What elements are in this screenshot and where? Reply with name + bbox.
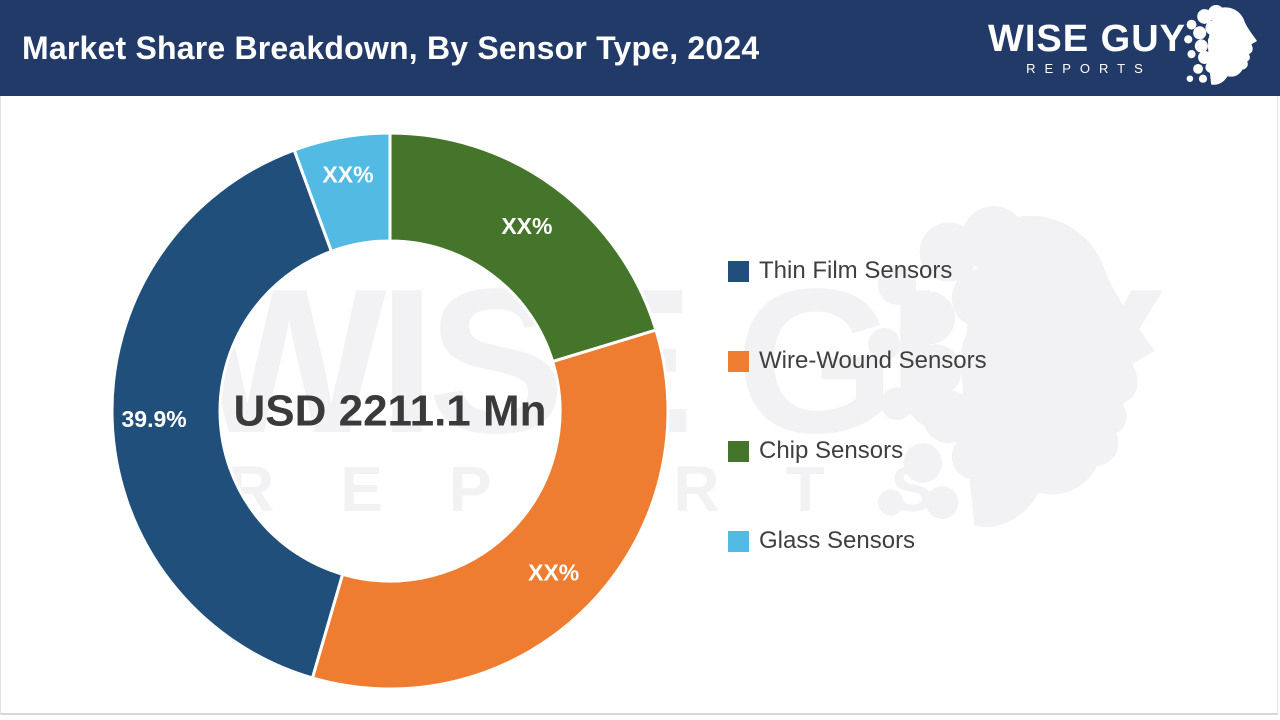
legend-item-glass-sensors: Glass Sensors <box>728 527 987 555</box>
legend-item-label: Chip Sensors <box>759 437 904 464</box>
header-bar: Market Share Breakdown, By Sensor Type, … <box>0 0 1280 96</box>
segment-label-glass-sensors: XX% <box>322 162 373 188</box>
legend-item-wire-wound-sensors: Wire-Wound Sensors <box>728 347 987 375</box>
legend-swatch-icon <box>728 530 749 552</box>
brand-logo-text: WISE GUY REPORTS <box>988 20 1186 76</box>
page-title: Market Share Breakdown, By Sensor Type, … <box>22 29 760 66</box>
legend-swatch-icon <box>728 440 749 462</box>
legend-item-label: Wire-Wound Sensors <box>759 347 987 374</box>
donut-segment-thin-film-sensors <box>110 148 345 680</box>
legend-item-label: Thin Film Sensors <box>759 257 953 284</box>
brand-name: WISE GUY <box>987 18 1186 60</box>
donut-segment-wire-wound-sensors <box>310 328 670 691</box>
brand-face-icon <box>1184 5 1258 85</box>
brand-subtitle: REPORTS <box>1026 61 1152 76</box>
segment-label-chip-sensors: XX% <box>501 213 552 239</box>
legend-item-chip-sensors: Chip Sensors <box>728 437 987 465</box>
segment-label-wire-wound-sensors: XX% <box>528 560 579 586</box>
chart-legend: Thin Film Sensors Wire-Wound Sensors Chi… <box>728 257 987 617</box>
segment-label-thin-film-sensors: 39.9% <box>121 406 186 432</box>
donut-chart: XX% XX% 39.9% XX% USD 2211.1 Mn <box>110 131 670 691</box>
brand-logo: WISE GUY REPORTS <box>988 5 1270 91</box>
legend-swatch-icon <box>728 260 749 282</box>
legend-item-thin-film-sensors: Thin Film Sensors <box>728 257 987 285</box>
legend-item-label: Glass Sensors <box>759 527 916 554</box>
donut-segment-chip-sensors <box>388 131 658 364</box>
donut-center-value: USD 2211.1 Mn <box>233 387 546 436</box>
donut-segments: XX% XX% 39.9% XX% <box>110 131 670 691</box>
donut-segment-glass-sensors <box>292 131 392 253</box>
legend-swatch-icon <box>728 350 749 372</box>
